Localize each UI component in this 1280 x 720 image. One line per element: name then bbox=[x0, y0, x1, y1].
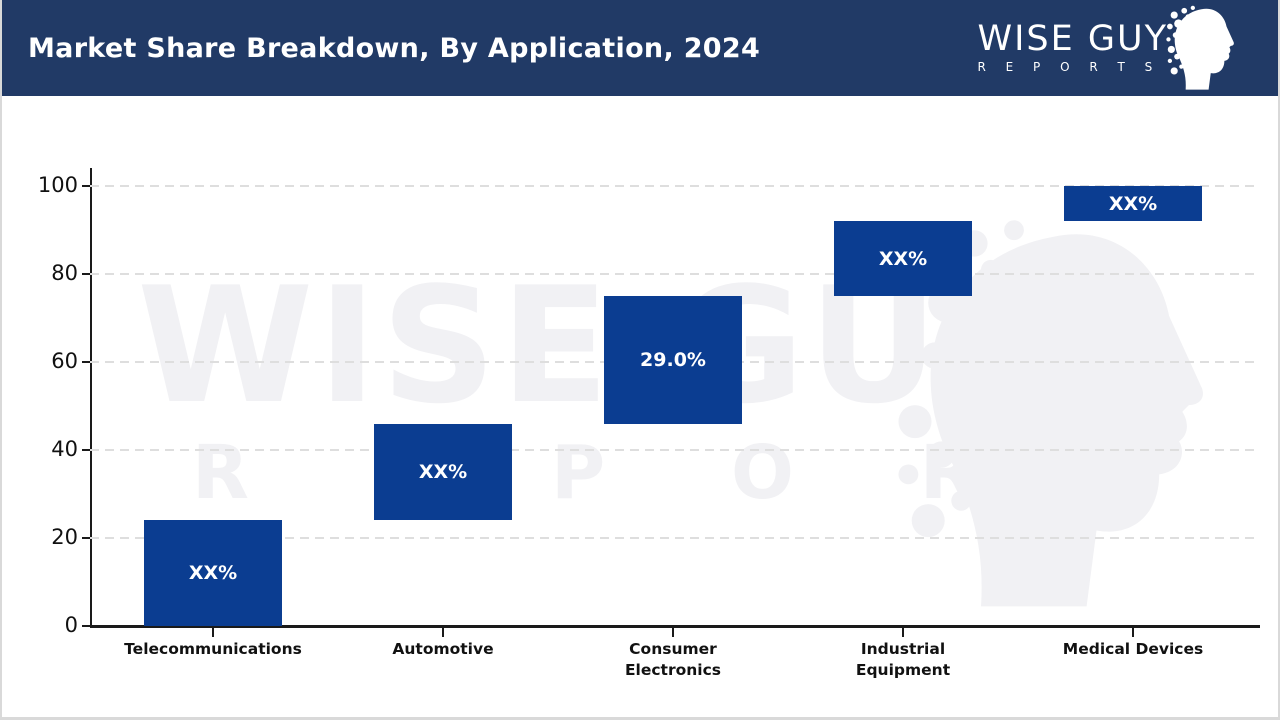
y-axis-line bbox=[90, 168, 92, 628]
x-category-label-2: Automotive bbox=[392, 640, 494, 658]
bar-value-label: 29.0% bbox=[640, 348, 706, 371]
y-tick-label-40: 40 bbox=[51, 437, 78, 461]
bar-value-label: XX% bbox=[188, 562, 238, 585]
bar-3: 29.0% bbox=[604, 296, 742, 424]
bar-value-label: XX% bbox=[418, 460, 468, 483]
gridline-y80 bbox=[90, 273, 1260, 275]
y-tick-label-20: 20 bbox=[51, 525, 78, 549]
bar-value-label: XX% bbox=[1108, 192, 1158, 215]
bar-value-label: XX% bbox=[878, 247, 928, 270]
gridline-y100 bbox=[90, 185, 1260, 187]
x-tick-3 bbox=[672, 628, 674, 637]
brand-name: WISE GUY bbox=[977, 19, 1168, 59]
gridline-y40 bbox=[90, 449, 1260, 451]
x-category-label-3: Consumer Electronics bbox=[624, 640, 722, 679]
x-tick-2 bbox=[442, 628, 444, 637]
y-tick-label-80: 80 bbox=[51, 261, 78, 285]
y-tick-40 bbox=[82, 449, 90, 451]
bar-4: XX% bbox=[834, 221, 972, 296]
bar-2: XX% bbox=[374, 423, 512, 521]
brand-head-icon bbox=[1166, 5, 1234, 90]
x-category-label-4: Industrial Equipment bbox=[855, 640, 951, 679]
y-tick-20 bbox=[82, 537, 90, 539]
y-tick-label-60: 60 bbox=[51, 349, 78, 373]
y-tick-label-0: 0 bbox=[64, 613, 78, 637]
bar-1: XX% bbox=[144, 520, 282, 626]
x-tick-1 bbox=[212, 628, 214, 637]
y-tick-80 bbox=[82, 273, 90, 275]
header-bar: Market Share Breakdown, By Application, … bbox=[2, 0, 1278, 96]
y-tick-100 bbox=[82, 185, 90, 187]
bar-5: XX% bbox=[1064, 186, 1202, 222]
x-axis-line bbox=[90, 625, 1260, 628]
y-tick-60 bbox=[82, 361, 90, 363]
y-tick-0 bbox=[82, 625, 90, 627]
brand-subname: R E P O R T S bbox=[977, 60, 1161, 74]
x-category-label-5: Medical Devices bbox=[1062, 640, 1204, 658]
x-tick-4 bbox=[902, 628, 904, 637]
x-tick-5 bbox=[1132, 628, 1134, 637]
y-tick-label-100: 100 bbox=[37, 173, 78, 197]
brand-logo: WISE GUY R E P O R T S bbox=[977, 5, 1246, 91]
gridline-y20 bbox=[90, 537, 1260, 539]
x-category-label-1: Telecommunications bbox=[124, 640, 302, 658]
page-title: Market Share Breakdown, By Application, … bbox=[28, 32, 761, 64]
